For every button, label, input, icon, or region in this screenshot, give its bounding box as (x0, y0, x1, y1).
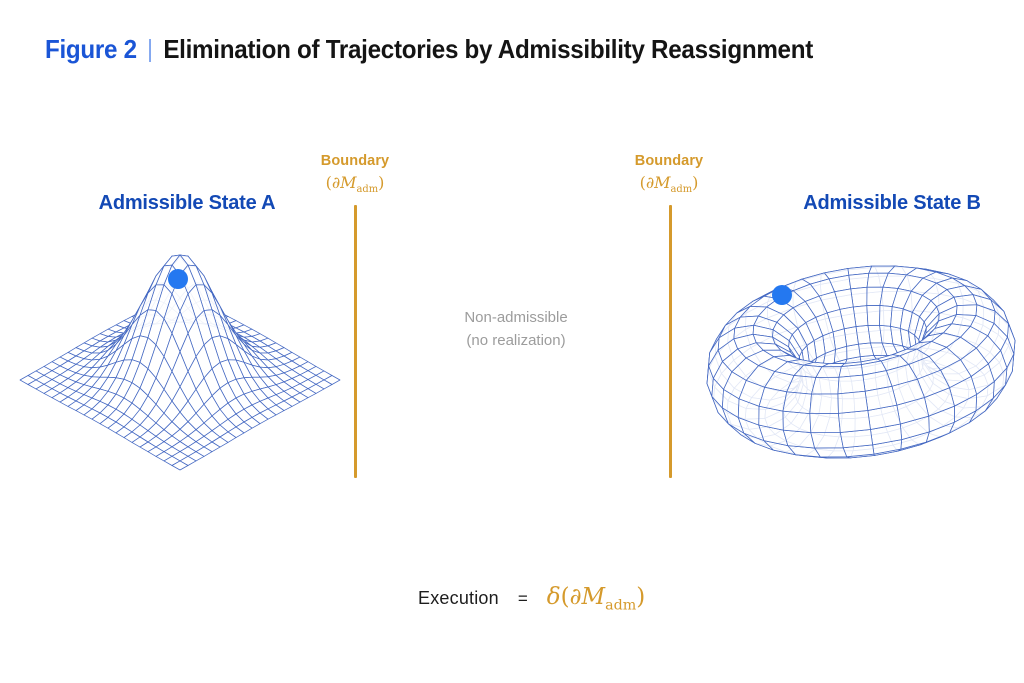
math-subscript: adm (605, 597, 637, 614)
math-core: ∂M (645, 173, 671, 192)
equation-label: Execution (418, 588, 499, 608)
non-admissible-note: Non-admissible (no realization) (416, 306, 616, 352)
math-open-paren: ( (560, 584, 570, 610)
boundary-line-left (354, 205, 357, 478)
state-b-marker (772, 285, 792, 305)
boundary-line-right (669, 205, 672, 478)
state-a-marker (168, 269, 188, 289)
math-close-paren: ) (636, 584, 646, 610)
note-line1: Non-admissible (464, 309, 568, 326)
title-separator: | (147, 35, 154, 63)
torus-wireframe (706, 265, 1016, 459)
boundary-title: Boundary (320, 153, 390, 169)
math-core: ∂M (569, 584, 606, 610)
execution-equation: Execution = δ(∂Madm) (418, 584, 645, 614)
math-core: ∂M (331, 173, 357, 192)
math-close-paren: ) (692, 173, 699, 192)
state-b-label: Admissible State B (803, 192, 981, 214)
math-open-paren: ( (639, 173, 646, 192)
math-close-paren: ) (378, 173, 385, 192)
math-subscript: adm (356, 184, 379, 196)
delta-symbol: δ (546, 584, 561, 610)
boundary-title: Boundary (634, 153, 704, 169)
math-open-paren: ( (325, 173, 332, 192)
math-subscript: adm (670, 184, 693, 196)
boundary-label-right: Boundary (∂Madm) (599, 153, 739, 200)
gaussian-bump-wireframe (19, 254, 341, 471)
note-line2: (no realization) (466, 332, 566, 349)
boundary-math: (∂Madm) (285, 172, 425, 200)
figure-title: Figure 2 | Elimination of Trajectories b… (45, 34, 813, 65)
boundary-math: (∂Madm) (599, 172, 739, 200)
equals-sign: = (517, 589, 528, 608)
equation-math: δ(∂Madm) (547, 584, 645, 614)
state-a-label: Admissible State A (98, 192, 276, 214)
figure-number: Figure 2 (45, 34, 137, 64)
boundary-label-left: Boundary (∂Madm) (285, 153, 425, 200)
title-text: Elimination of Trajectories by Admissibi… (163, 34, 813, 64)
